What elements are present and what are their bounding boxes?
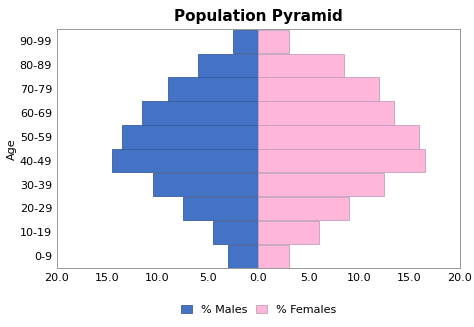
Bar [258,54,344,77]
Bar [198,54,258,77]
Bar [112,149,258,172]
Bar [228,245,258,268]
Bar [258,149,425,172]
Bar [258,245,289,268]
Bar [168,77,258,101]
Title: Population Pyramid: Population Pyramid [174,9,343,24]
Bar [258,197,349,220]
Bar [183,197,258,220]
Bar [143,101,258,125]
Bar [258,125,419,148]
Bar [258,173,384,196]
Bar [233,30,258,53]
Bar [122,125,258,148]
Bar [153,173,258,196]
Y-axis label: Age: Age [7,138,17,160]
Bar [258,30,289,53]
Bar [213,221,258,244]
Legend: % Males, % Females: % Males, % Females [181,305,336,315]
Bar [258,221,319,244]
Bar [258,77,379,101]
Bar [258,101,394,125]
